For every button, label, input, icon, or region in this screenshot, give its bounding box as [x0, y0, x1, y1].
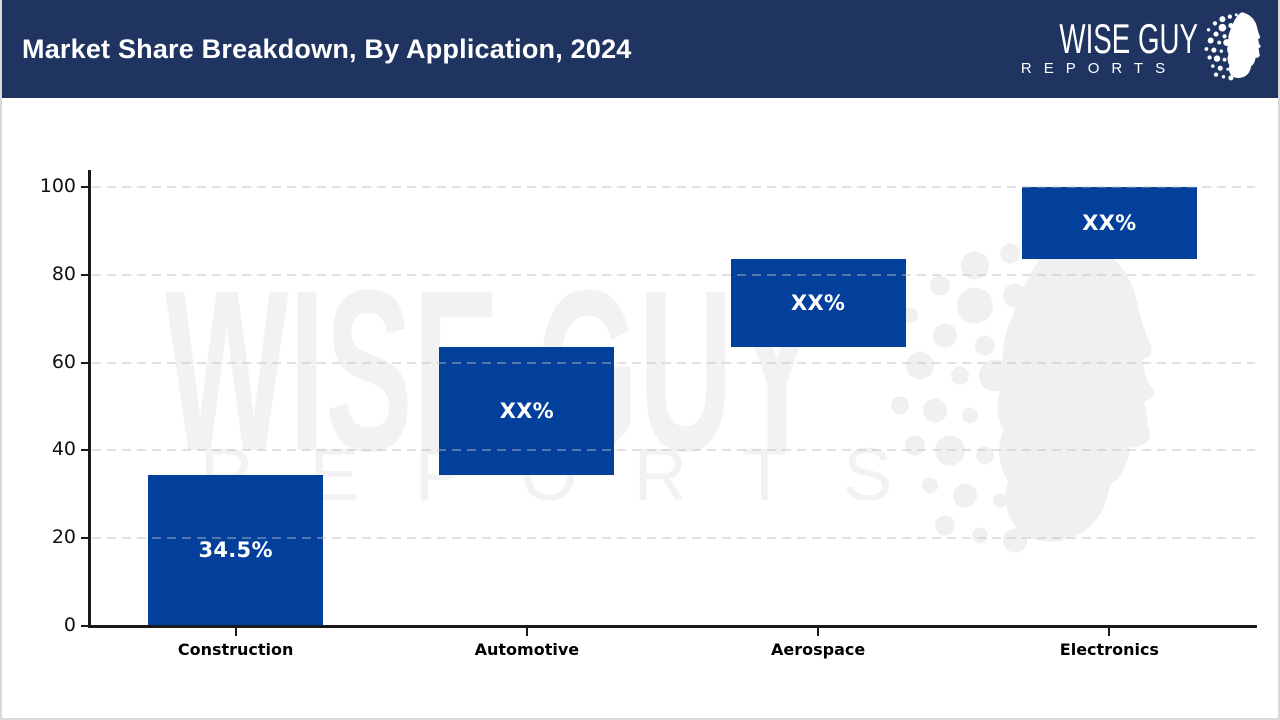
- y-tick-60: [81, 361, 90, 364]
- bar-value-label: XX%: [1082, 211, 1137, 236]
- y-tick-100: [81, 186, 90, 188]
- bar-construction: 34.5%: [148, 474, 324, 626]
- y-tick-20: [81, 537, 90, 540]
- gridline-40: [92, 449, 1255, 452]
- header-bar: Market Share Breakdown, By Application, …: [2, 0, 1278, 98]
- bar-value-label: 34.5%: [198, 538, 273, 563]
- gridline-20: [92, 537, 1255, 540]
- x-tick-construction: [234, 628, 237, 636]
- chart-area: WISE GUY REPORTS 34.5%XX%X: [2, 98, 1280, 718]
- bar-automotive: XX%: [439, 347, 615, 475]
- x-tick-label-automotive: Automotive: [474, 640, 580, 659]
- gridline-100: [92, 186, 1255, 188]
- gridline-60: [92, 361, 1255, 364]
- bar-electronics: XX%: [1021, 187, 1197, 260]
- y-tick-label-0: 0: [63, 614, 76, 636]
- x-tick-aerospace: [817, 628, 820, 636]
- brand-logo-text: WISE GUY REPORTS: [988, 15, 1198, 78]
- y-tick-label-80: 80: [51, 262, 76, 285]
- bar-value-label: XX%: [499, 398, 555, 423]
- y-tick-40: [81, 449, 90, 452]
- x-tick-label-aerospace: Aerospace: [771, 640, 866, 659]
- x-tick-electronics: [1108, 628, 1111, 636]
- y-tick-label-40: 40: [51, 438, 76, 461]
- watermark-face-profile-dots-icon: [891, 233, 1155, 553]
- logo-subtext: REPORTS: [1020, 60, 1178, 77]
- x-tick-label-construction: Construction: [177, 640, 294, 659]
- y-tick-label-20: 20: [51, 526, 76, 549]
- bar-value-label: XX%: [790, 291, 846, 316]
- y-tick-80: [81, 273, 90, 276]
- y-tick-label-100: 100: [39, 175, 76, 197]
- face-profile-dots-icon: [1204, 12, 1261, 81]
- page-title: Market Share Breakdown, By Application, …: [22, 33, 632, 64]
- x-axis: [88, 625, 1257, 628]
- y-tick-label-60: 60: [51, 350, 76, 373]
- y-tick-0: [81, 625, 90, 627]
- brand-logo: WISE GUY REPORTS: [988, 0, 1264, 98]
- x-tick-label-electronics: Electronics: [1059, 640, 1159, 659]
- bar-aerospace: XX%: [730, 259, 906, 348]
- y-axis: [88, 170, 91, 628]
- gridline-80: [92, 273, 1255, 276]
- x-tick-automotive: [525, 628, 528, 636]
- logo-wordmark: WISE GUY: [1059, 15, 1198, 62]
